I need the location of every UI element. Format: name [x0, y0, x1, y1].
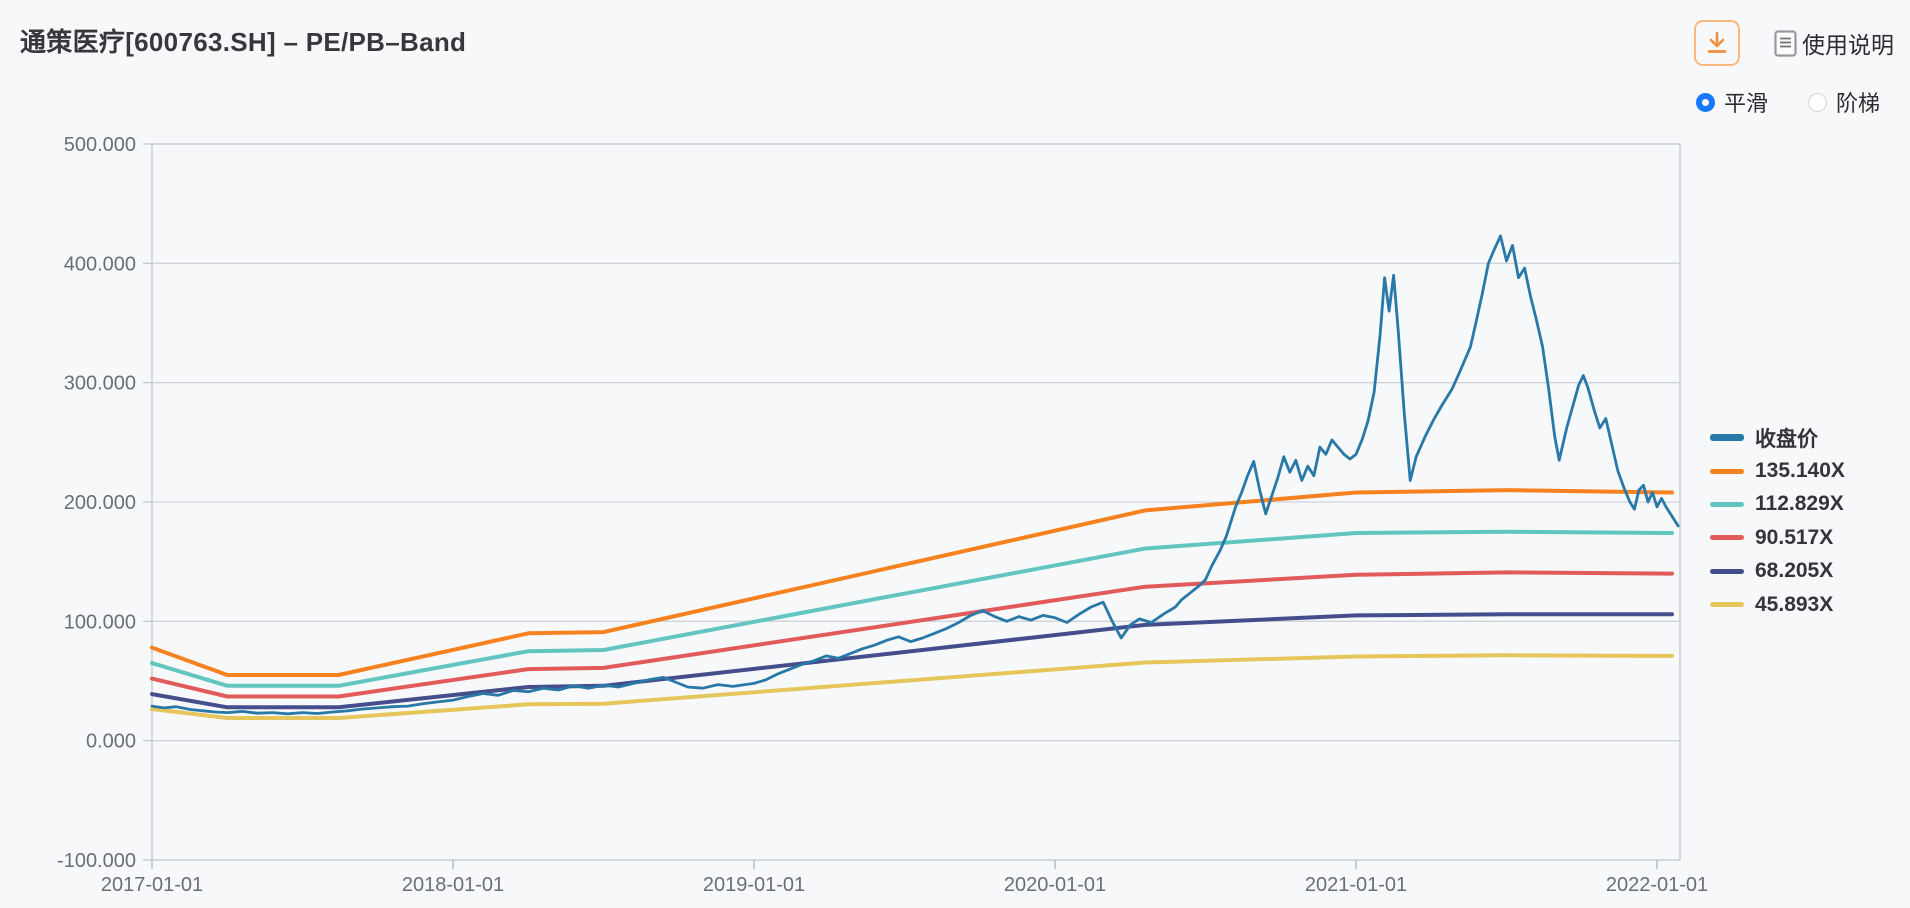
y-axis-label: 100.000	[64, 611, 136, 633]
x-axis-label: 2021-01-01	[1305, 874, 1407, 896]
series-收盘价[interactable]	[150, 234, 1680, 716]
y-axis-label: 500.000	[64, 134, 136, 156]
y-axis-label: 200.000	[64, 492, 136, 514]
legend-item[interactable]: 收盘价	[1710, 421, 1845, 454]
x-axis-label: 2018-01-01	[402, 874, 504, 896]
radio-step-control[interactable]	[1807, 92, 1827, 112]
legend-item[interactable]: 135.140X	[1710, 454, 1845, 487]
plot-area[interactable]	[151, 143, 1681, 861]
y-axis-label: 0.000	[86, 731, 136, 753]
legend-swatch	[1710, 535, 1744, 541]
help-link[interactable]: 使用说明	[1774, 26, 1894, 60]
x-axis-label: 2022-01-01	[1606, 874, 1708, 896]
x-axis-label: 2019-01-01	[703, 874, 805, 896]
header-actions: 使用说明	[1694, 20, 1894, 66]
legend-label: 收盘价	[1755, 427, 1818, 451]
mode-radio-group: 平滑 阶梯	[1695, 86, 1880, 118]
download-button[interactable]	[1694, 20, 1740, 66]
legend-item[interactable]: 68.205X	[1710, 555, 1845, 588]
x-axis-label: 2020-01-01	[1004, 874, 1106, 896]
help-label: 使用说明	[1802, 32, 1894, 58]
radio-step-label: 阶梯	[1835, 91, 1880, 116]
radio-smooth-control[interactable]	[1695, 92, 1715, 112]
legend-swatch	[1710, 434, 1744, 442]
series-68.205X[interactable]	[150, 612, 1674, 710]
chart-legend: 收盘价 135.140X 112.829X 90.517X 68.205X 45.893X	[1710, 421, 1845, 621]
legend-item[interactable]: 112.829X	[1710, 488, 1845, 521]
legend-swatch	[1710, 568, 1744, 574]
radio-step[interactable]: 阶梯	[1807, 86, 1880, 118]
series-90.517X[interactable]	[150, 570, 1674, 699]
legend-label: 112.829X	[1755, 492, 1844, 516]
x-axis-label: 2017-01-01	[101, 874, 203, 896]
legend-label: 90.517X	[1755, 525, 1834, 549]
y-axis-label: 300.000	[64, 373, 136, 395]
legend-item[interactable]: 45.893X	[1710, 588, 1845, 621]
legend-label: 135.140X	[1755, 459, 1845, 483]
page-title: 通策医疗[600763.SH] – PE/PB–Band	[20, 27, 467, 57]
series-135.140X[interactable]	[150, 488, 1674, 677]
y-axis-label: 400.000	[64, 253, 136, 275]
series-112.829X[interactable]	[150, 529, 1674, 688]
radio-smooth-label: 平滑	[1723, 91, 1768, 116]
legend-label: 68.205X	[1755, 559, 1834, 583]
legend-item[interactable]: 90.517X	[1710, 521, 1845, 554]
radio-smooth[interactable]: 平滑	[1695, 86, 1768, 118]
legend-swatch	[1710, 602, 1744, 608]
download-icon	[1707, 31, 1727, 53]
legend-swatch	[1710, 468, 1744, 474]
document-icon	[1774, 29, 1797, 57]
series-45.893X[interactable]	[150, 653, 1674, 720]
legend-label: 45.893X	[1755, 592, 1834, 616]
y-axis-label: -100.000	[57, 850, 136, 872]
legend-swatch	[1710, 501, 1744, 507]
